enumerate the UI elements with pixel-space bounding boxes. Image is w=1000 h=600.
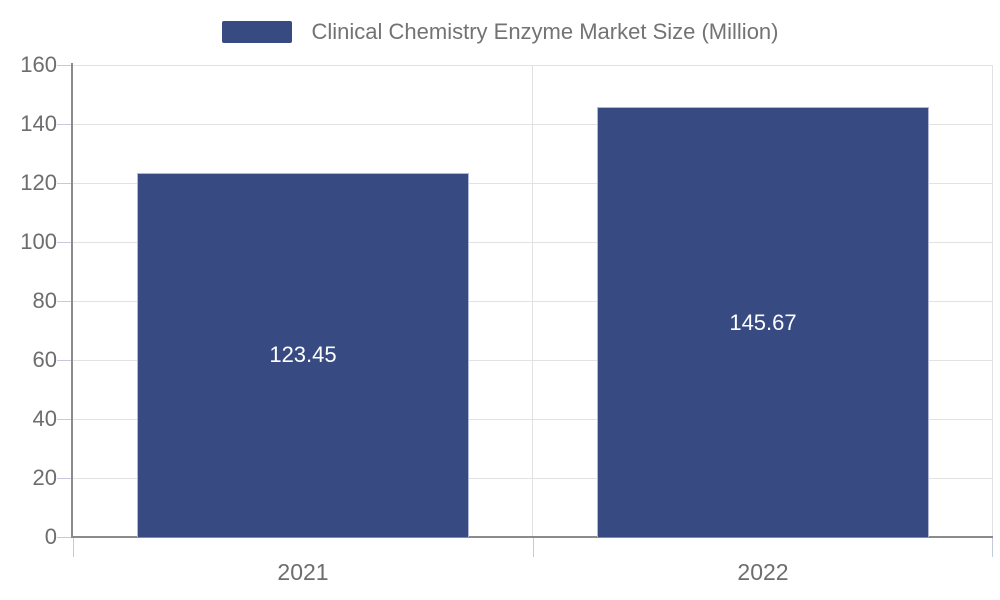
y-axis-tick-label: 60 (32, 347, 57, 372)
x-axis-tick (73, 537, 74, 557)
gridline-horizontal (73, 124, 993, 125)
y-axis-tick-label: 120 (20, 170, 57, 195)
plot-area: 123.45 145.67 (57, 63, 993, 557)
bar: 145.67 (597, 107, 929, 537)
y-axis-tick-label: 40 (32, 406, 57, 431)
x-axis-tick (992, 537, 993, 557)
y-axis-labels: 0 20 40 60 80 100 120 140 160 (0, 52, 57, 549)
y-axis-tick-label: 100 (20, 229, 57, 254)
gridline-horizontal (73, 419, 993, 420)
y-axis-tick (57, 242, 72, 243)
legend-label: Clinical Chemistry Enzyme Market Size (M… (311, 19, 779, 44)
y-axis-tick-label: 80 (32, 288, 57, 313)
gridline-horizontal (73, 301, 993, 302)
y-axis-tick (57, 183, 72, 184)
gridline-vertical (992, 65, 993, 537)
bar: 123.45 (137, 172, 469, 537)
gridline-horizontal (73, 242, 993, 243)
y-axis-tick (57, 301, 72, 302)
x-category-label: 2021 (277, 559, 329, 585)
y-axis-tick-label: 0 (44, 524, 57, 549)
y-axis-tick (57, 478, 72, 479)
legend-item[interactable]: Clinical Chemistry Enzyme Market Size (M… (0, 20, 1000, 44)
y-axis-tick (57, 65, 72, 66)
y-axis-tick (57, 360, 72, 361)
legend-swatch-icon (221, 21, 292, 43)
bar-value-label: 145.67 (729, 309, 797, 335)
x-category-label: 2022 (737, 559, 789, 585)
x-axis-labels: 2021 2022 (0, 558, 1000, 588)
y-axis-tick-label: 20 (32, 465, 57, 490)
y-axis-tick-label: 160 (20, 52, 57, 77)
bar-value-label: 123.45 (269, 342, 337, 368)
x-axis-line (71, 536, 993, 538)
y-axis-line (71, 63, 73, 537)
gridline-vertical (532, 65, 533, 537)
gridline-horizontal (73, 183, 993, 184)
y-axis-tick (57, 537, 72, 538)
y-axis-tick-label: 140 (20, 111, 57, 136)
gridline-horizontal (73, 360, 993, 361)
gridline-horizontal (73, 65, 993, 66)
y-axis-tick (57, 419, 72, 420)
gridline-horizontal (73, 478, 993, 479)
x-axis-tick (533, 537, 534, 557)
y-axis-tick (57, 124, 72, 125)
